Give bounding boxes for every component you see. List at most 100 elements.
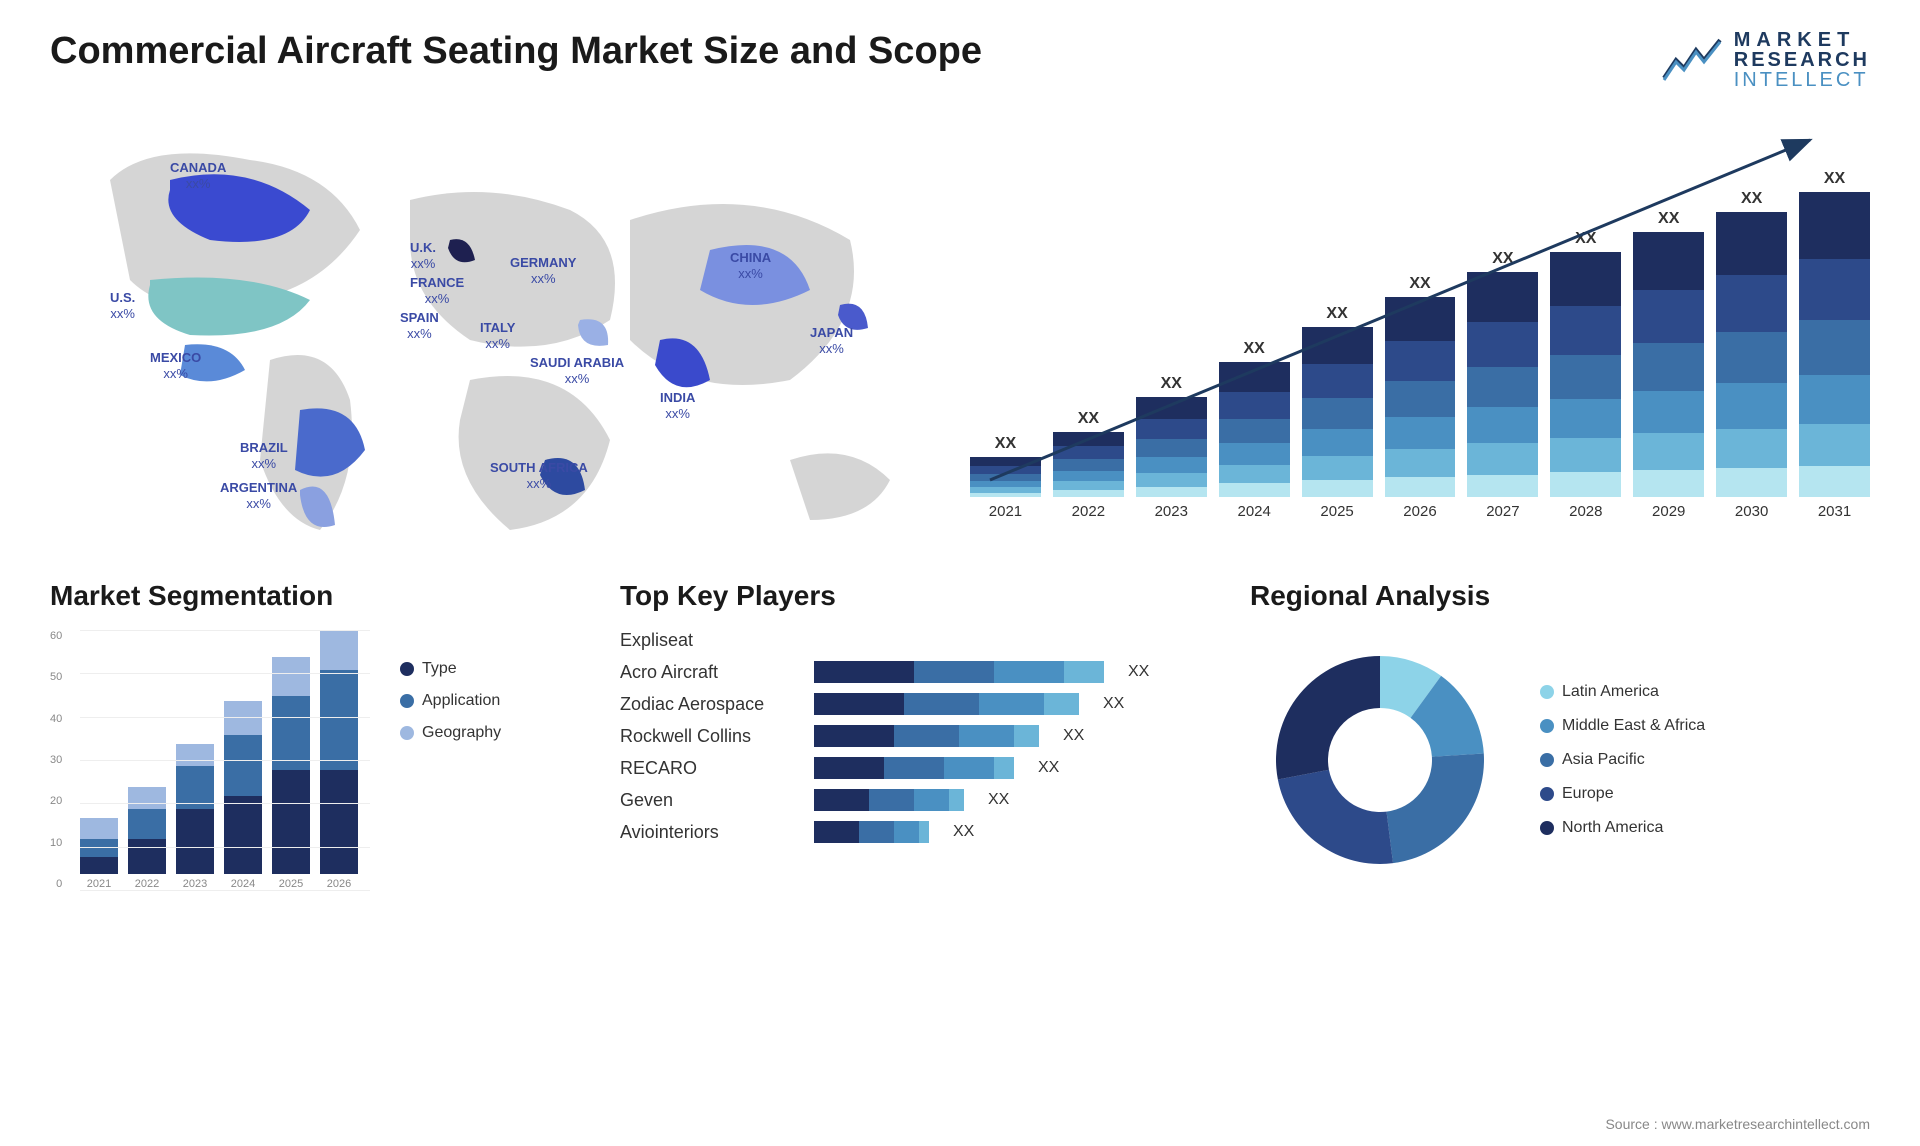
seg-bar-segment: [224, 701, 262, 736]
segmentation-section: Market Segmentation 6050403020100 202120…: [50, 580, 590, 890]
bar-segment: [1219, 392, 1290, 419]
seg-bar-2023: 2023: [176, 744, 214, 890]
map-label-us: U.S.xx%: [110, 290, 135, 321]
bar-segment: [1053, 432, 1124, 446]
map-label-argentina: ARGENTINAxx%: [220, 480, 297, 511]
seg-bar-segment: [272, 770, 310, 874]
bar-segment: [1385, 297, 1456, 341]
main-bar-value: XX: [1575, 230, 1596, 248]
map-label-italy: ITALYxx%: [480, 320, 515, 351]
seg-bar-2021: 2021: [80, 818, 118, 890]
bar-segment: [1136, 457, 1207, 473]
bar-segment: [1799, 259, 1870, 320]
bar-segment: [1633, 433, 1704, 470]
bar-segment: [1799, 466, 1870, 497]
main-bar-year: 2031: [1818, 503, 1851, 520]
seg-year-label: 2026: [327, 878, 351, 890]
bar-segment: [1302, 480, 1373, 497]
player-bar-segment: [959, 725, 1014, 747]
bar-segment: [1053, 490, 1124, 497]
players-title: Top Key Players: [620, 580, 1220, 612]
player-name: Aviointeriors: [620, 822, 800, 843]
seg-bar-segment: [128, 787, 166, 809]
seg-bar-segment: [80, 857, 118, 874]
legend-dot-icon: [400, 662, 414, 676]
seg-bar-2025: 2025: [272, 657, 310, 890]
main-bar-year: 2028: [1569, 503, 1602, 520]
player-row: Acro Aircraft XX: [620, 661, 1220, 683]
main-bar-2028: XX 2028: [1550, 230, 1621, 520]
legend-label: Middle East & Africa: [1562, 717, 1705, 735]
bar-segment: [1385, 449, 1456, 477]
players-list: ExpliseatAcro AircraftXXZodiac Aerospace…: [620, 630, 1220, 843]
legend-dot-icon: [1540, 753, 1554, 767]
donut-slice: [1387, 753, 1484, 863]
player-name: Zodiac Aerospace: [620, 694, 800, 715]
header: Commercial Aircraft Seating Market Size …: [50, 30, 1870, 90]
seg-legend-item: Geography: [400, 724, 501, 742]
logo-line2: RESEARCH: [1734, 50, 1870, 70]
bar-segment: [1385, 477, 1456, 497]
regional-section: Regional Analysis Latin AmericaMiddle Ea…: [1250, 580, 1870, 890]
main-bar-value: XX: [1824, 170, 1845, 188]
player-bar-segment: [884, 757, 944, 779]
bar-segment: [1550, 252, 1621, 306]
map-label-canada: CANADAxx%: [170, 160, 226, 191]
bar-segment: [1467, 322, 1538, 367]
donut-chart: [1250, 630, 1510, 890]
player-bar-segment: [814, 725, 894, 747]
main-bar-2024: XX2024: [1219, 340, 1290, 520]
player-bar-segment: [814, 693, 904, 715]
seg-bar-segment: [80, 818, 118, 840]
main-bar-value: XX: [1161, 375, 1182, 393]
player-row: Zodiac AerospaceXX: [620, 693, 1220, 715]
main-bar-year: 2025: [1320, 503, 1353, 520]
logo-line1: MARKET: [1734, 30, 1870, 50]
player-bar-segment: [894, 821, 919, 843]
segmentation-chart: 6050403020100 202120222023202420252026 T…: [50, 630, 590, 890]
bar-segment: [970, 457, 1041, 466]
bar-segment: [1302, 327, 1373, 364]
seg-bar-segment: [320, 670, 358, 770]
main-bar-year: 2023: [1155, 503, 1188, 520]
seg-year-label: 2022: [135, 878, 159, 890]
player-value: XX: [1128, 663, 1149, 681]
main-bar-value: XX: [1078, 410, 1099, 428]
player-bar-segment: [1064, 661, 1104, 683]
legend-dot-icon: [1540, 719, 1554, 733]
main-bar-value: XX: [1658, 210, 1679, 228]
player-bar-segment: [859, 821, 894, 843]
bottom-row: Market Segmentation 6050403020100 202120…: [50, 580, 1870, 890]
player-row: AviointeriorsXX: [620, 821, 1220, 843]
seg-ytick: 20: [50, 795, 62, 807]
seg-ytick: 0: [50, 878, 62, 890]
seg-legend-item: Application: [400, 692, 501, 710]
regional-legend: Latin AmericaMiddle East & AfricaAsia Pa…: [1540, 683, 1705, 837]
bar-segment: [1550, 355, 1621, 399]
seg-bar-segment: [176, 744, 214, 766]
bar-segment: [1716, 275, 1787, 332]
map-brazil: [295, 408, 365, 476]
seg-bar-2024: 2024: [224, 701, 262, 890]
bar-segment: [1053, 459, 1124, 471]
seg-year-label: 2023: [183, 878, 207, 890]
seg-year-label: 2025: [279, 878, 303, 890]
map-label-china: CHINAxx%: [730, 250, 771, 281]
main-bar-2025: XX2025: [1302, 305, 1373, 520]
logo-mark-icon: [1662, 38, 1722, 82]
seg-bar-segment: [320, 631, 358, 670]
main-bar-value: XX: [1492, 250, 1513, 268]
source-text: Source : www.marketresearchintellect.com: [1605, 1116, 1870, 1132]
main-bar-2021: XX2021: [970, 435, 1041, 520]
bar-segment: [1467, 407, 1538, 443]
player-bar-segment: [814, 757, 884, 779]
player-bar-segment: [814, 821, 859, 843]
player-bar-segment: [914, 789, 949, 811]
seg-bar-segment: [80, 839, 118, 856]
player-name: Rockwell Collins: [620, 726, 800, 747]
main-bar-year: 2029: [1652, 503, 1685, 520]
main-bar-year: 2024: [1237, 503, 1270, 520]
bar-segment: [1799, 375, 1870, 424]
player-name: Acro Aircraft: [620, 662, 800, 683]
bar-segment: [1550, 438, 1621, 472]
